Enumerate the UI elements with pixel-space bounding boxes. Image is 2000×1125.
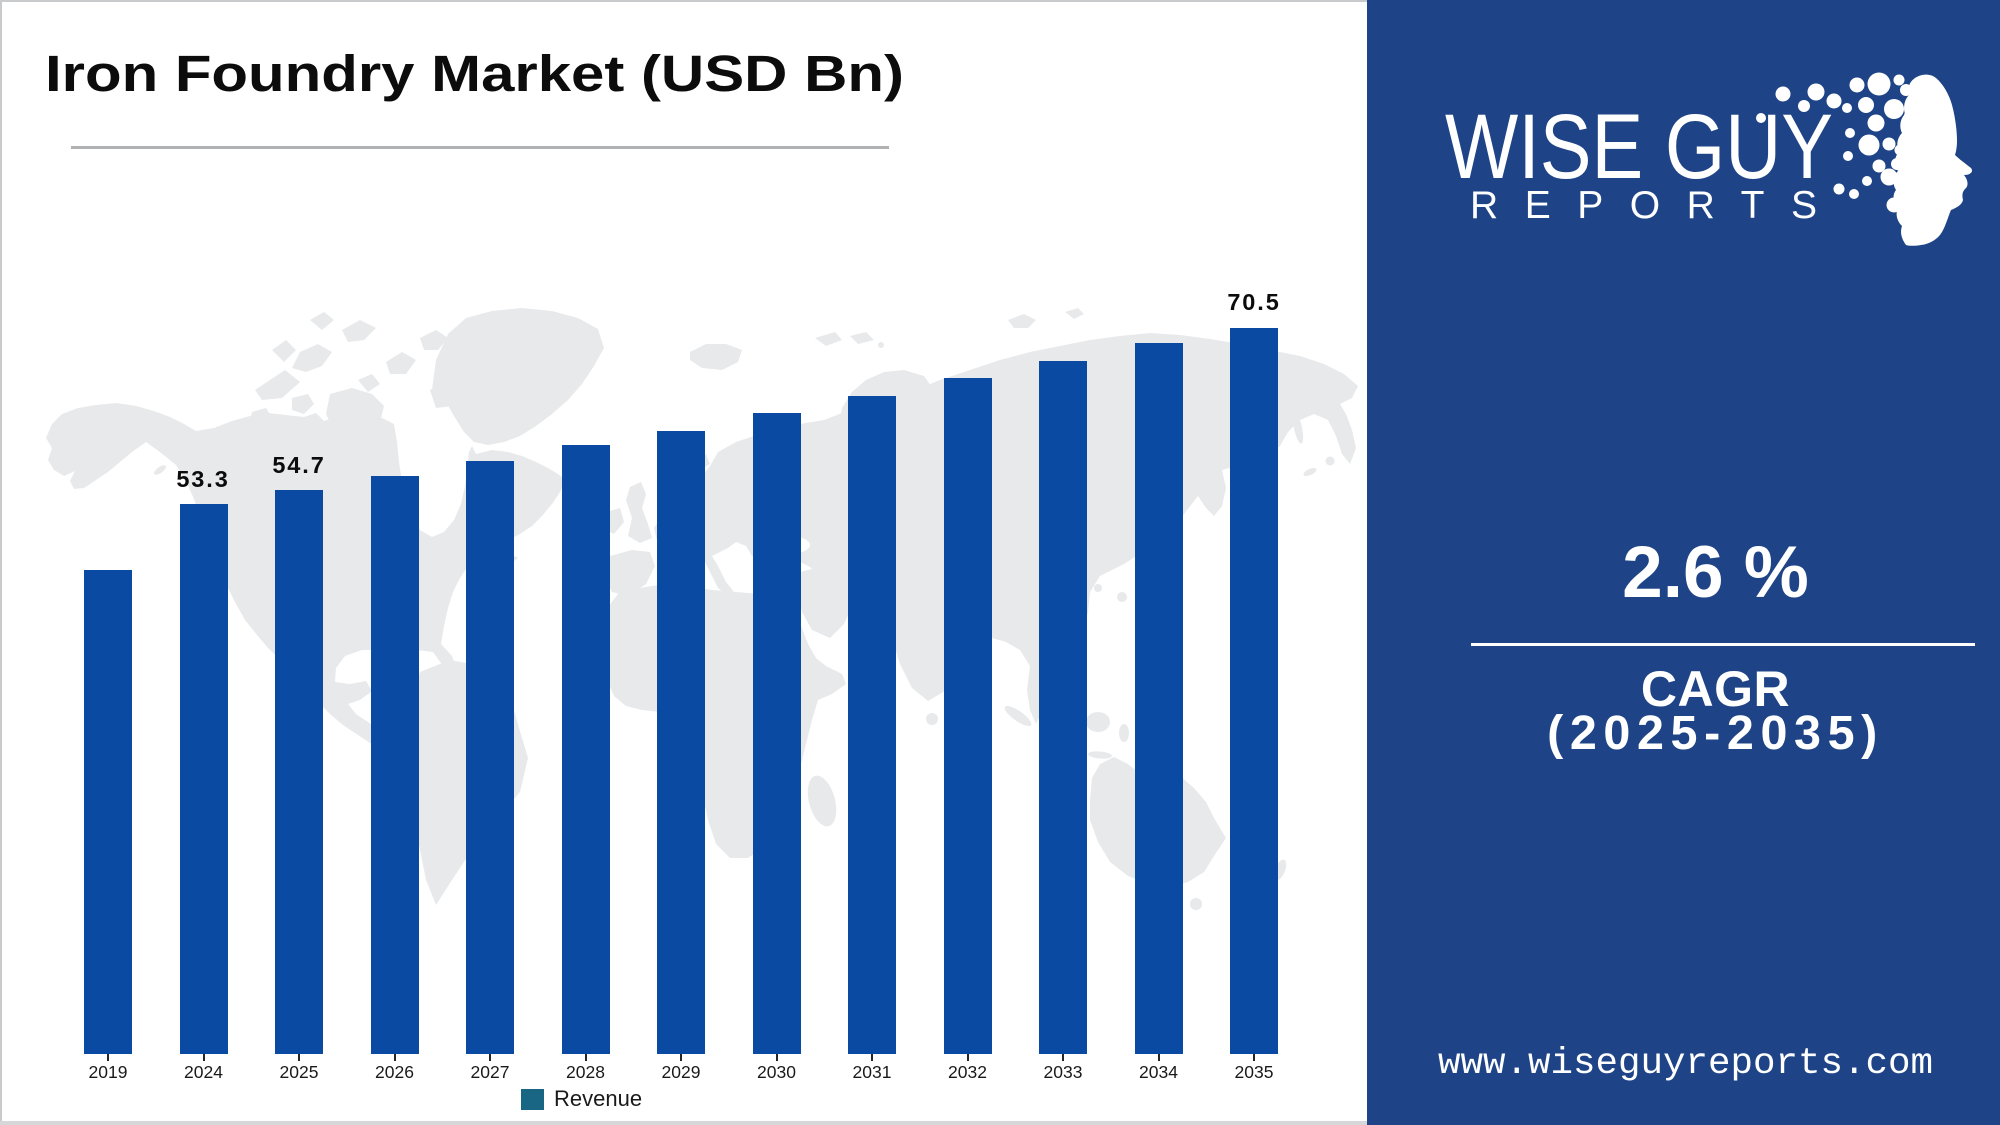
svg-text:REPORTS: REPORTS bbox=[1470, 184, 1817, 227]
svg-text:WISE GUY: WISE GUY bbox=[1445, 96, 1833, 198]
